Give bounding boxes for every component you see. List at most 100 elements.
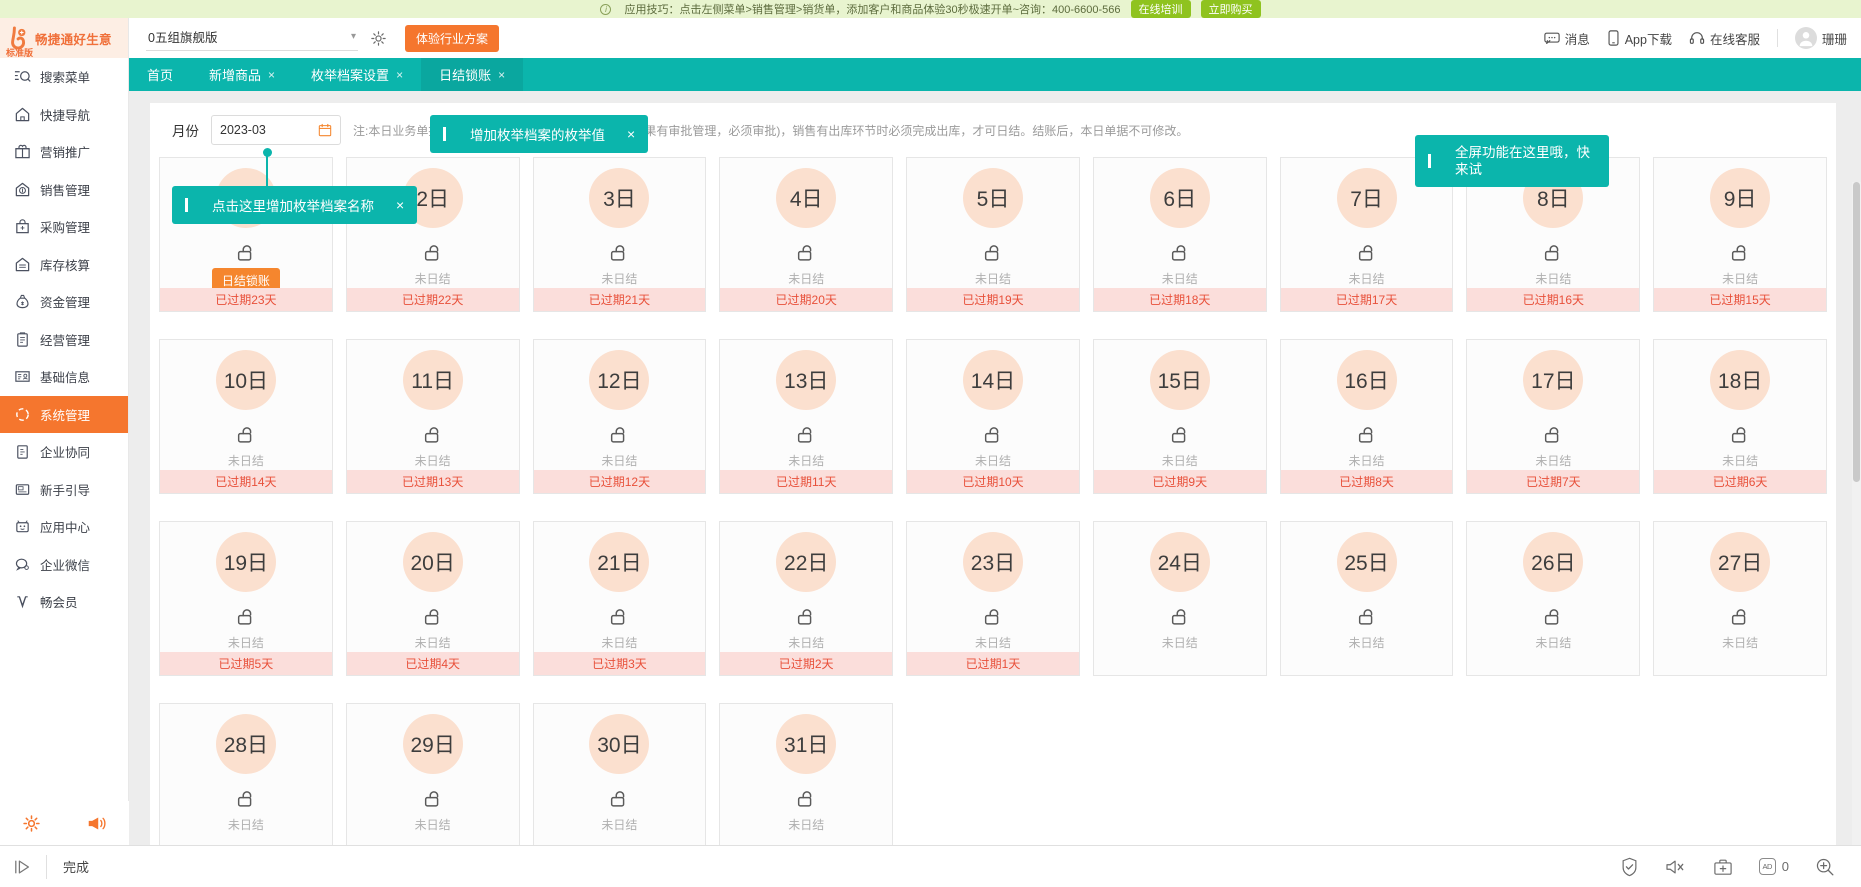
day-card[interactable]: 17日 未日结 已过期7天: [1466, 339, 1641, 494]
sidebar-item-sales[interactable]: 销售管理: [0, 171, 128, 209]
mute-icon[interactable]: [1665, 858, 1687, 876]
online-service-label: 在线客服: [1709, 32, 1760, 47]
sidebar-item-wecom[interactable]: 企业微信: [0, 546, 128, 584]
coachmark-text: 增加枚举档案的枚举值: [470, 128, 605, 143]
day-card[interactable]: 1日日结锁账已过期23天: [159, 157, 333, 312]
tab-bar: 首页 新增商品 × 枚举档案设置 × 日结锁账 ×: [129, 58, 1861, 91]
sidebar-item-search-menu[interactable]: 搜索菜单: [0, 58, 128, 96]
buy-now-button[interactable]: 立即购买: [1200, 0, 1261, 18]
gear-icon[interactable]: [22, 814, 41, 833]
content-area: 月份 2023-03 注:本日业务单据(不包含调整单、期初单据)全部生效(如果有…: [129, 91, 1861, 845]
avatar-icon: [1794, 27, 1817, 49]
day-number: 26日: [1523, 532, 1584, 592]
sidebar-item-label: 基础信息: [40, 371, 91, 386]
megaphone-icon[interactable]: [86, 814, 107, 833]
sidebar-item-basic-info[interactable]: 基础信息: [0, 358, 128, 396]
day-expire-badge: 已过期1天: [907, 652, 1079, 675]
day-card[interactable]: 31日 未日结: [719, 703, 894, 845]
daily-close-panel: 月份 2023-03 注:本日业务单据(不包含调整单、期初单据)全部生效(如果有…: [150, 103, 1836, 845]
sidebar-item-quick-nav[interactable]: 快捷导航: [0, 96, 128, 134]
b-logo-icon: [8, 26, 30, 50]
close-icon[interactable]: ×: [268, 67, 276, 82]
tab-daily-close[interactable]: 日结锁账 ×: [421, 58, 524, 91]
sidebar-item-newbie-guide[interactable]: 新手引导: [0, 471, 128, 509]
lock-open-icon: [608, 424, 630, 446]
sidebar-item-enterprise-collab[interactable]: 企业协同: [0, 433, 128, 471]
doc-share-icon: [14, 443, 31, 460]
sidebar-item-system-management[interactable]: 系统管理: [0, 395, 128, 433]
day-card[interactable]: 30日 未日结: [532, 703, 707, 845]
day-card[interactable]: 29日 未日结: [345, 703, 520, 845]
day-number: 17日: [1523, 350, 1584, 410]
day-card[interactable]: 23日 未日结 已过期1天: [906, 521, 1080, 676]
day-card[interactable]: 16日 未日结 已过期8天: [1279, 339, 1454, 494]
day-card[interactable]: 5日 未日结 已过期19天: [906, 157, 1080, 312]
day-card[interactable]: 13日 未日结 已过期11天: [719, 339, 894, 494]
sidebar-item-operations[interactable]: 经营管理: [0, 321, 128, 359]
user-profile-entry[interactable]: 珊珊: [1794, 27, 1847, 49]
sidebar-item-inventory[interactable]: 库存核算: [0, 246, 128, 284]
sidebar-item-purchase[interactable]: 采购管理: [0, 208, 128, 246]
day-card[interactable]: 6日 未日结 已过期18天: [1092, 157, 1267, 312]
day-expire-badge: 已过期2天: [720, 652, 893, 675]
tab-enum-archive-settings[interactable]: 枚举档案设置 ×: [293, 58, 421, 91]
day-card[interactable]: 2日 未日结 已过期22天: [345, 157, 520, 312]
zoom-in-icon[interactable]: [1815, 857, 1835, 877]
close-icon[interactable]: ×: [498, 67, 506, 82]
day-card[interactable]: 10日 未日结 已过期14天: [159, 339, 333, 494]
scrollbar-thumb[interactable]: [1853, 182, 1860, 482]
day-card[interactable]: 19日 未日结 已过期5天: [159, 521, 333, 676]
day-card[interactable]: 21日 未日结 已过期3天: [532, 521, 707, 676]
day-card[interactable]: 24日 未日结: [1092, 521, 1267, 676]
close-icon[interactable]: ×: [396, 67, 404, 82]
online-service-entry[interactable]: 在线客服: [1689, 29, 1760, 48]
day-card[interactable]: 27日 未日结: [1653, 521, 1827, 676]
app-download-label: App下载: [1624, 32, 1672, 47]
sidebar-item-label: 应用中心: [40, 521, 91, 536]
sidebar-item-funds[interactable]: 资金管理: [0, 283, 128, 321]
day-card[interactable]: 18日 未日结 已过期6天: [1653, 339, 1827, 494]
shield-check-icon[interactable]: [1620, 857, 1639, 877]
day-card[interactable]: 14日 未日结 已过期10天: [906, 339, 1080, 494]
month-input[interactable]: 2023-03: [211, 115, 341, 145]
day-status-text: 未日结: [1161, 454, 1198, 468]
day-number: 23日: [962, 532, 1023, 592]
lock-open-icon: [1169, 242, 1191, 264]
day-card[interactable]: 25日 未日结: [1279, 521, 1454, 676]
sidebar-item-chang-member[interactable]: 畅会员: [0, 583, 128, 621]
sidebar-item-marketing[interactable]: 营销推广: [0, 133, 128, 171]
medkit-icon[interactable]: [1713, 858, 1733, 876]
day-card[interactable]: 9日 未日结 已过期15天: [1653, 157, 1827, 312]
lock-open-icon: [235, 242, 257, 264]
tab-new-product[interactable]: 新增商品 ×: [191, 58, 293, 91]
org-select[interactable]: 0五组旗舰版 ▾: [146, 25, 358, 51]
close-icon[interactable]: ×: [396, 197, 405, 213]
day-card[interactable]: 20日 未日结 已过期4天: [345, 521, 520, 676]
online-training-button[interactable]: 在线培训: [1130, 0, 1191, 18]
day-card[interactable]: 15日 未日结 已过期9天: [1092, 339, 1267, 494]
tab-home[interactable]: 首页: [129, 58, 191, 91]
day-status-text: 未日结: [227, 454, 264, 468]
calendar-icon[interactable]: [318, 123, 332, 137]
content-scrollbar[interactable]: [1852, 182, 1861, 845]
settings-ring-icon: [14, 406, 31, 423]
day-status-text: 未日结: [1722, 454, 1759, 468]
guide-new-icon: [14, 481, 31, 498]
app-download-entry[interactable]: App下载: [1607, 29, 1672, 48]
day-card[interactable]: 3日 未日结 已过期21天: [532, 157, 707, 312]
ad-blocked-counter[interactable]: AD 0: [1758, 858, 1789, 875]
play-step-icon[interactable]: [0, 858, 46, 876]
message-entry[interactable]: 消息: [1544, 29, 1590, 48]
gear-icon[interactable]: [370, 30, 387, 47]
day-card[interactable]: 12日 未日结 已过期12天: [532, 339, 707, 494]
day-card[interactable]: 26日 未日结: [1466, 521, 1641, 676]
day-number: 11日: [402, 350, 463, 410]
sidebar-item-app-center[interactable]: 应用中心: [0, 508, 128, 546]
day-card[interactable]: 22日 未日结 已过期2天: [719, 521, 894, 676]
day-card[interactable]: 4日 未日结 已过期20天: [719, 157, 894, 312]
coach-connector-line: [266, 152, 268, 200]
day-card[interactable]: 11日 未日结 已过期13天: [345, 339, 520, 494]
day-card[interactable]: 28日 未日结: [159, 703, 333, 845]
industry-plan-button[interactable]: 体验行业方案: [405, 24, 500, 52]
close-icon[interactable]: ×: [627, 126, 636, 142]
